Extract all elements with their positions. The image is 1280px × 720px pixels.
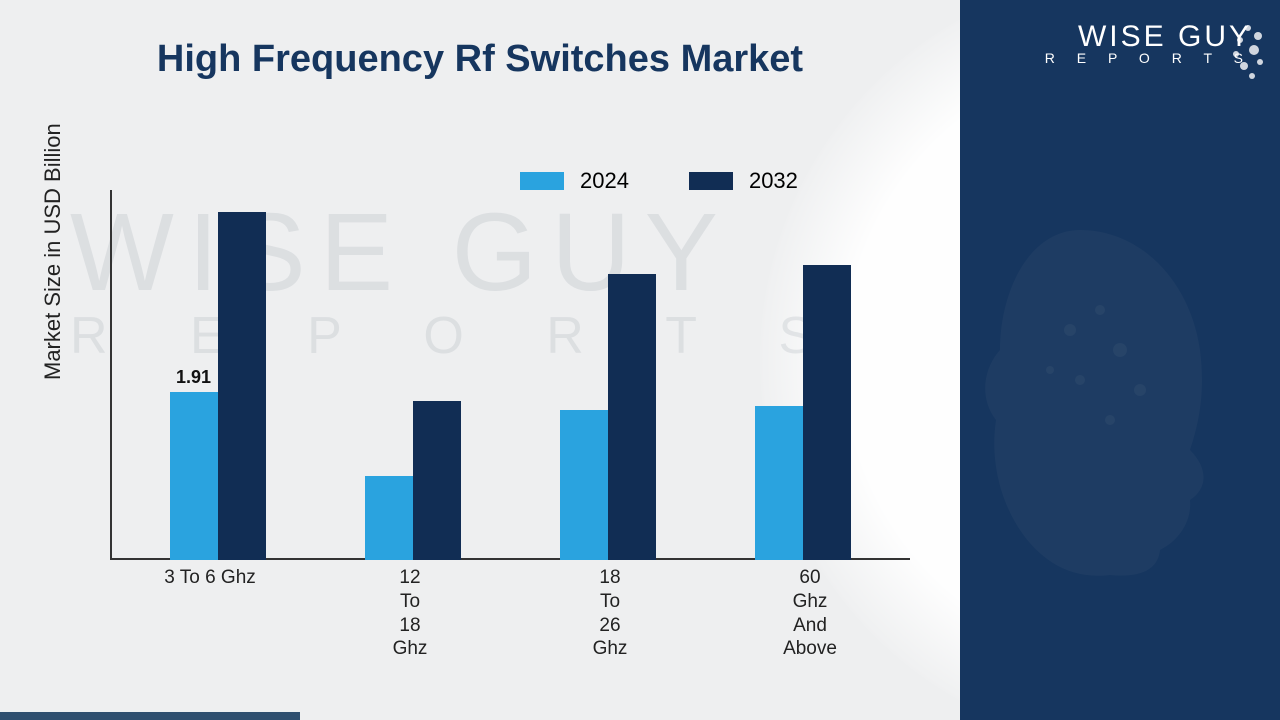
bar-group [365,401,461,560]
bar-2024 [755,406,803,560]
legend-item-2024: 2024 [520,168,629,194]
x-axis-category-label: 60GhzAndAbove [740,566,880,661]
y-axis-label: Market Size in USD Billion [40,123,66,380]
legend-swatch-2032 [689,172,733,190]
bar-group: 1.91 [170,212,266,560]
x-axis-category-label: 12To18Ghz [340,566,480,661]
chart-title: High Frequency Rf Switches Market [0,38,960,81]
head-silhouette-icon [900,220,1220,580]
bar-2024 [365,476,413,560]
bar-2024 [560,410,608,560]
legend-swatch-2024 [520,172,564,190]
bar-2032 [413,401,461,560]
bar-groups: 1.91 [110,190,910,560]
legend-item-2032: 2032 [689,168,798,194]
bar-2032 [803,265,851,560]
bottom-accent-strip [0,712,300,720]
x-axis-category-label: 18To26Ghz [540,566,680,661]
bar-2032 [608,274,656,560]
legend: 2024 2032 [520,168,798,194]
bar-group [755,265,851,560]
brand-logo: WISE GUY R E P O R T S [1045,20,1252,66]
bar-2024 [170,392,218,560]
x-axis-labels: 3 To 6 Ghz 12To18Ghz 18To26Ghz 60GhzAndAbov… [110,566,910,661]
bar-group [560,274,656,560]
bar-value-label: 1.91 [176,367,211,388]
chart-page: WISE GUY R E P O R T S WISE GUY R E P O … [0,0,1280,720]
x-axis-category-label: 3 To 6 Ghz [140,566,280,661]
bar-2032 [218,212,266,560]
legend-label-2024: 2024 [580,168,629,194]
logo-line2: R E P O R T S [1045,50,1252,66]
plot-area: 1.91 [110,190,910,560]
legend-label-2032: 2032 [749,168,798,194]
logo-line1: WISE GUY [1045,20,1252,54]
